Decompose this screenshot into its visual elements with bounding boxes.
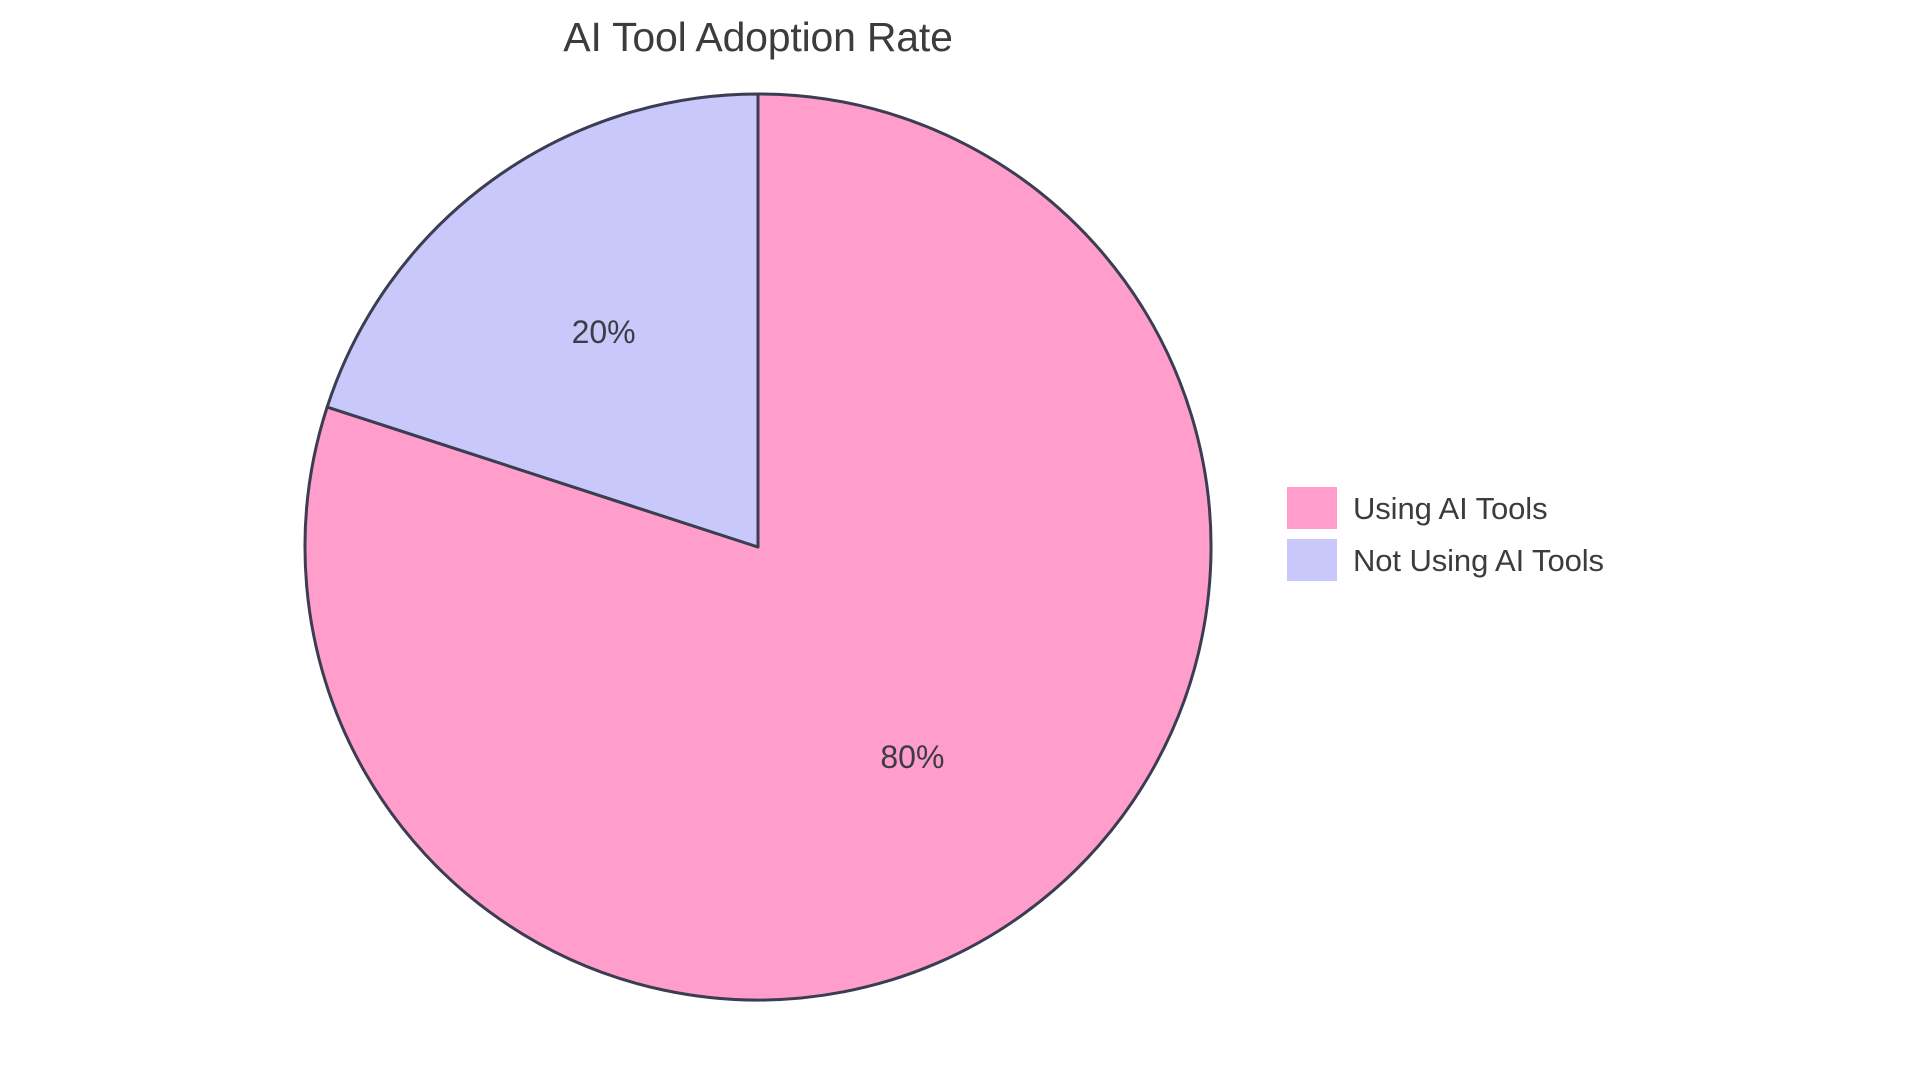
legend-item-not-using-ai-tools[interactable]: Not Using AI Tools (1287, 539, 1604, 581)
page-title: AI Tool Adoption Rate (563, 14, 953, 60)
pie-slices (303, 92, 1213, 1002)
chart-legend: Using AI Tools Not Using AI Tools (1287, 487, 1604, 581)
legend-color-swatch-icon (1287, 539, 1337, 581)
legend-item-label: Not Using AI Tools (1353, 542, 1604, 578)
pie-slice-labels: 80% 20% (572, 314, 945, 775)
legend-color-swatch-icon (1287, 487, 1337, 529)
pie-slice-using-ai-tools[interactable] (303, 92, 1213, 1002)
legend-item-label: Using AI Tools (1353, 490, 1548, 526)
pie-slice-not-using-ai-tools[interactable] (325, 92, 760, 549)
pie-slice-label-not-using-ai-tools: 20% (572, 314, 636, 350)
pie-slice-label-using-ai-tools: 80% (880, 739, 944, 775)
legend-item-using-ai-tools[interactable]: Using AI Tools (1287, 487, 1604, 529)
